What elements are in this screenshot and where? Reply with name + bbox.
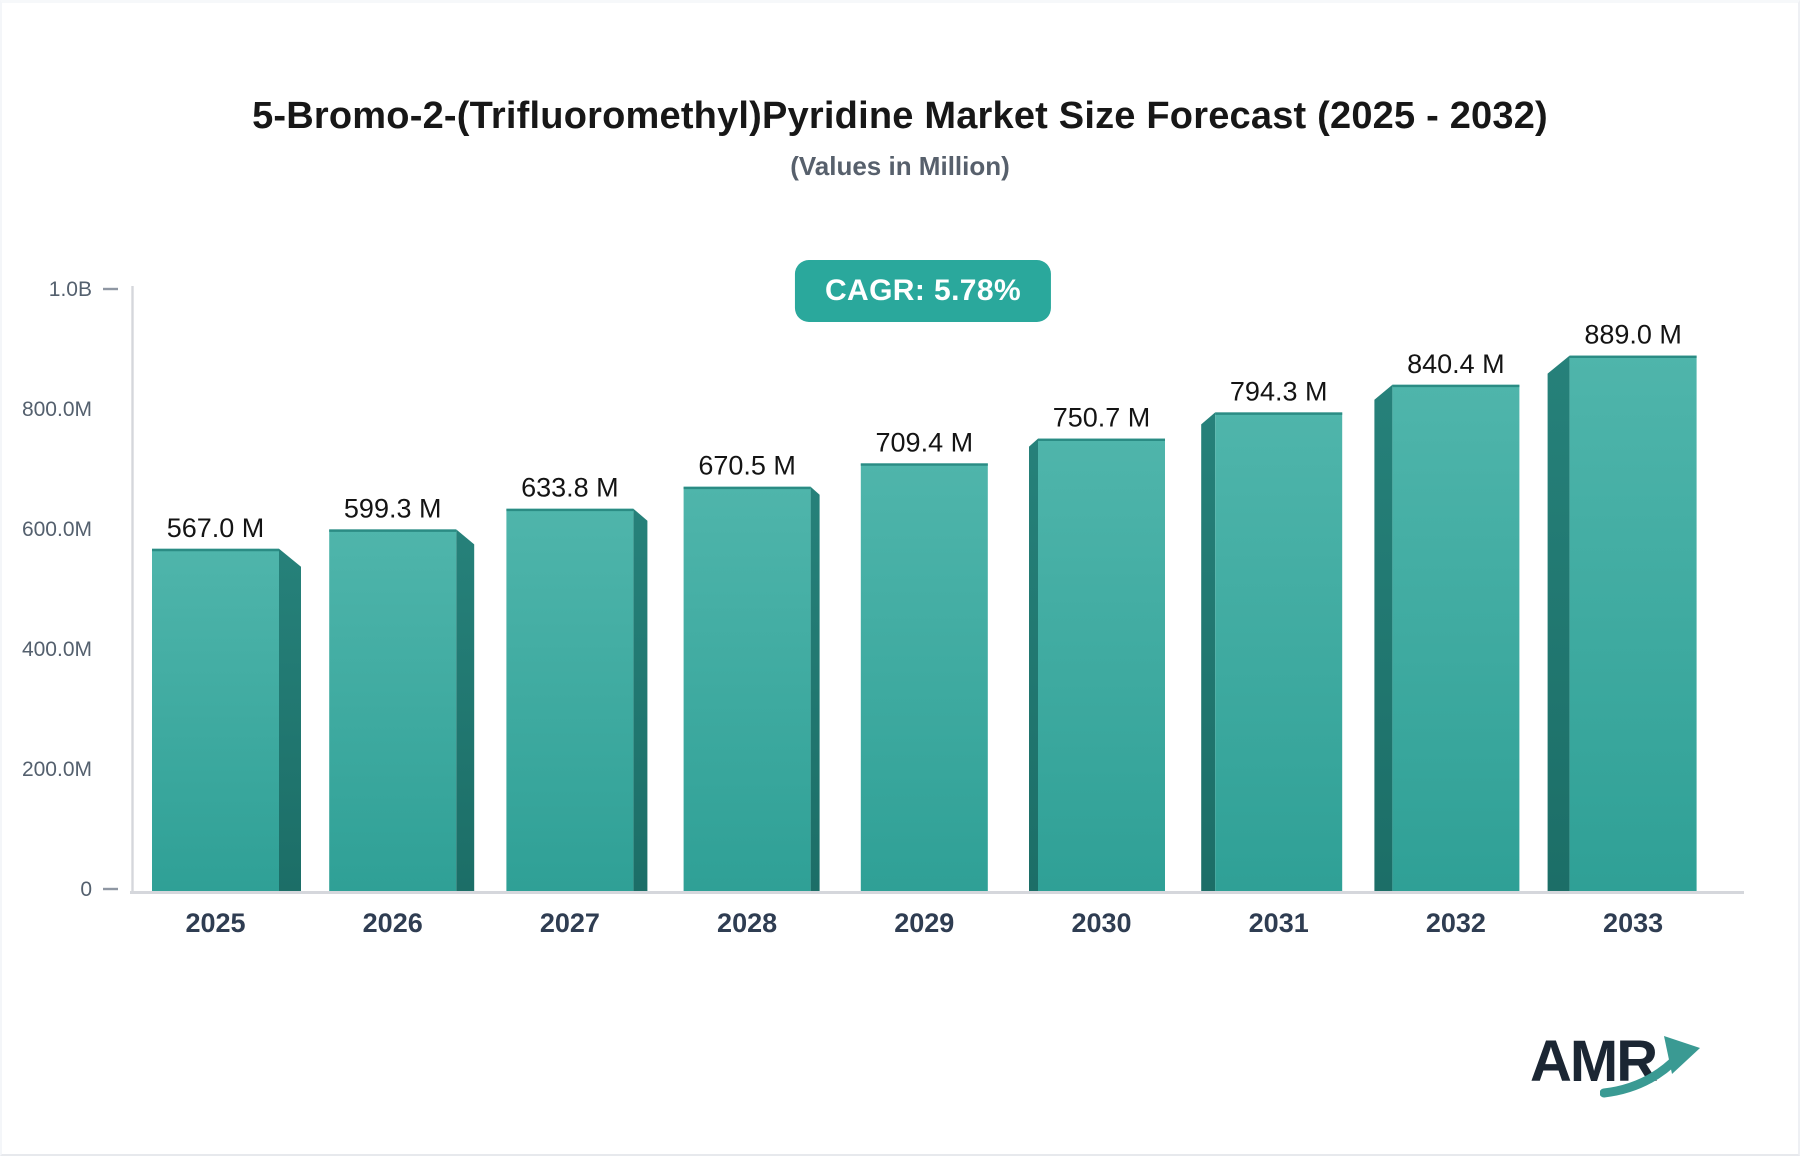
y-tick-label: 600.0M (22, 518, 92, 541)
bar-side-face (810, 486, 820, 891)
bar-value-label: 709.4 M (876, 427, 974, 457)
bar-face[interactable] (1038, 438, 1165, 891)
cagr-badge-label: CAGR: 5.78% (824, 274, 1022, 307)
bar-chart-canvas: 0 200.0M 400.0M 600.0M 800.0M 1.0B 567.0 M 2025… (22, 278, 1744, 938)
chart-subtitle: (Values in Million) (790, 151, 1010, 181)
bar-side-face (633, 508, 648, 891)
x-tick-label-2031: 2031 (1249, 908, 1309, 938)
bar-group-2027[interactable]: 633.8 M (506, 473, 648, 891)
bar-value-label: 750.7 M (1053, 403, 1151, 433)
bar-side-face (456, 529, 475, 891)
y-tick-label: 800.0M (22, 398, 92, 421)
growth-arrow-icon (1600, 1036, 1700, 1098)
bar-value-label: 794.3 M (1230, 376, 1328, 406)
bar-group-2030[interactable]: 750.7 M (1029, 403, 1165, 891)
bar-group-2033[interactable]: 889.0 M (1547, 320, 1697, 892)
bar-group-2032[interactable]: 840.4 M (1374, 349, 1520, 891)
x-tick-label-2027: 2027 (540, 908, 600, 938)
x-tick-label-2029: 2029 (894, 908, 954, 938)
bar-group-2028[interactable]: 670.5 M (683, 451, 820, 891)
y-tick-label: 0 (80, 878, 92, 901)
bar-face[interactable] (860, 463, 988, 891)
bar-value-label: 567.0 M (167, 513, 265, 543)
bar-value-label: 599.3 M (344, 493, 442, 523)
bar-face[interactable] (329, 529, 457, 891)
bar-group-2025[interactable]: 567.0 M (152, 513, 301, 891)
chart-title: 5-Bromo-2-(Trifluoromethyl)Pyridine Mark… (252, 95, 1548, 137)
x-tick-label-2025: 2025 (185, 908, 245, 938)
bar-value-label: 670.5 M (698, 451, 796, 481)
bar-value-label: 840.4 M (1407, 349, 1505, 379)
bar-face[interactable] (152, 548, 279, 891)
x-tick-label-2026: 2026 (363, 908, 423, 938)
bar-face[interactable] (683, 486, 811, 891)
bar-group-2031[interactable]: 794.3 M (1201, 376, 1343, 891)
bar-side-face (1201, 412, 1216, 891)
y-tick-label: 1.0B (49, 278, 92, 301)
bar-side-face (1029, 438, 1038, 891)
x-tick-label-2033: 2033 (1603, 908, 1663, 938)
x-tick-label-2032: 2032 (1426, 908, 1486, 938)
bar-face[interactable] (1215, 412, 1343, 891)
bar-value-label: 633.8 M (521, 473, 619, 503)
bar-side-face (279, 548, 301, 891)
amr-logo: AMR (1530, 1033, 1710, 1113)
bar-value-label: 889.0 M (1584, 320, 1682, 350)
bar-group-2026[interactable]: 599.3 M (329, 493, 475, 891)
bar-face[interactable] (506, 508, 634, 891)
cagr-badge: CAGR: 5.78% (794, 260, 1052, 322)
bar-side-face (1374, 384, 1393, 891)
bar-group-2029[interactable]: 709.4 M (860, 427, 988, 891)
bar-face[interactable] (1392, 384, 1520, 891)
y-tick-label: 400.0M (22, 638, 92, 661)
x-tick-label-2030: 2030 (1071, 908, 1131, 938)
bar-face[interactable] (1569, 355, 1697, 892)
y-tick-label: 200.0M (22, 758, 92, 781)
bar-side-face (1547, 355, 1570, 892)
x-tick-label-2028: 2028 (717, 908, 777, 938)
